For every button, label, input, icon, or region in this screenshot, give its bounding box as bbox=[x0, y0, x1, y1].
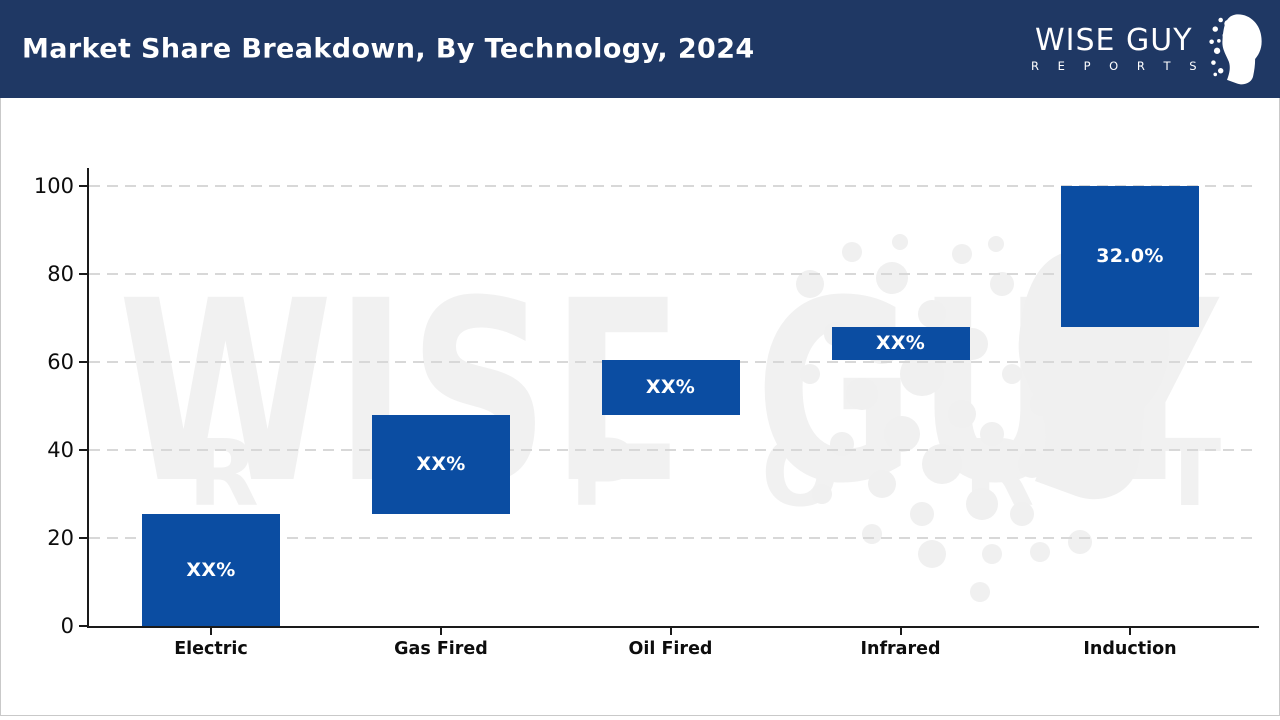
y-tick-label: 100 bbox=[33, 174, 74, 198]
x-axis-label-infrared: Infrared bbox=[860, 639, 941, 659]
bar-induction: 32.0% bbox=[1061, 186, 1199, 327]
x-axis-label-electric: Electric bbox=[174, 639, 248, 659]
y-axis-line bbox=[87, 168, 89, 627]
x-axis-label-induction: Induction bbox=[1083, 639, 1177, 659]
x-axis-line bbox=[87, 626, 1259, 628]
brand-subtitle: R E P O R T S bbox=[1031, 58, 1204, 73]
header-bar: Market Share Breakdown, By Technology, 2… bbox=[0, 0, 1280, 98]
gridline-40 bbox=[89, 449, 1258, 451]
gridline-100 bbox=[89, 185, 1258, 187]
y-tick-mark bbox=[79, 185, 87, 187]
y-tick-mark bbox=[79, 625, 87, 627]
bar-gas-fired: XX% bbox=[372, 414, 510, 514]
y-tick-mark bbox=[79, 361, 87, 363]
bar-value-label: XX% bbox=[186, 558, 236, 581]
bar-value-label: 32.0% bbox=[1096, 245, 1164, 268]
brand-wordmark: WISE GUY bbox=[1034, 23, 1193, 59]
y-tick-label: 40 bbox=[47, 438, 74, 462]
x-axis-label-gas-fired: Gas Fired bbox=[394, 639, 488, 659]
bar-value-label: XX% bbox=[416, 453, 466, 476]
y-tick-label: 20 bbox=[47, 526, 74, 550]
y-tick-mark bbox=[79, 537, 87, 539]
y-tick-label: 60 bbox=[47, 350, 74, 374]
y-tick-label: 0 bbox=[60, 614, 74, 638]
x-tick-mark bbox=[440, 628, 442, 635]
y-tick-mark bbox=[79, 449, 87, 451]
bar-infrared: XX% bbox=[831, 326, 970, 360]
gridline-20 bbox=[89, 537, 1258, 539]
bar-oil-fired: XX% bbox=[601, 359, 740, 415]
page-title: Market Share Breakdown, By Technology, 2… bbox=[22, 33, 755, 65]
y-tick-label: 80 bbox=[47, 262, 74, 286]
brand-logo-text: WISE GUY R E P O R T S bbox=[1024, 25, 1205, 73]
bar-value-label: XX% bbox=[875, 332, 926, 355]
x-axis-label-oil-fired: Oil Fired bbox=[628, 639, 713, 659]
brand-logo: WISE GUY R E P O R T S bbox=[1024, 8, 1267, 90]
y-tick-mark bbox=[79, 273, 87, 275]
face-profile-icon bbox=[1209, 14, 1262, 85]
x-tick-mark bbox=[210, 628, 212, 635]
bar-value-label: XX% bbox=[645, 376, 696, 399]
gridline-80 bbox=[89, 273, 1258, 275]
bar-electric: XX% bbox=[142, 513, 280, 626]
x-tick-mark bbox=[669, 628, 672, 635]
x-tick-mark bbox=[1129, 628, 1131, 635]
x-tick-mark bbox=[899, 628, 902, 635]
